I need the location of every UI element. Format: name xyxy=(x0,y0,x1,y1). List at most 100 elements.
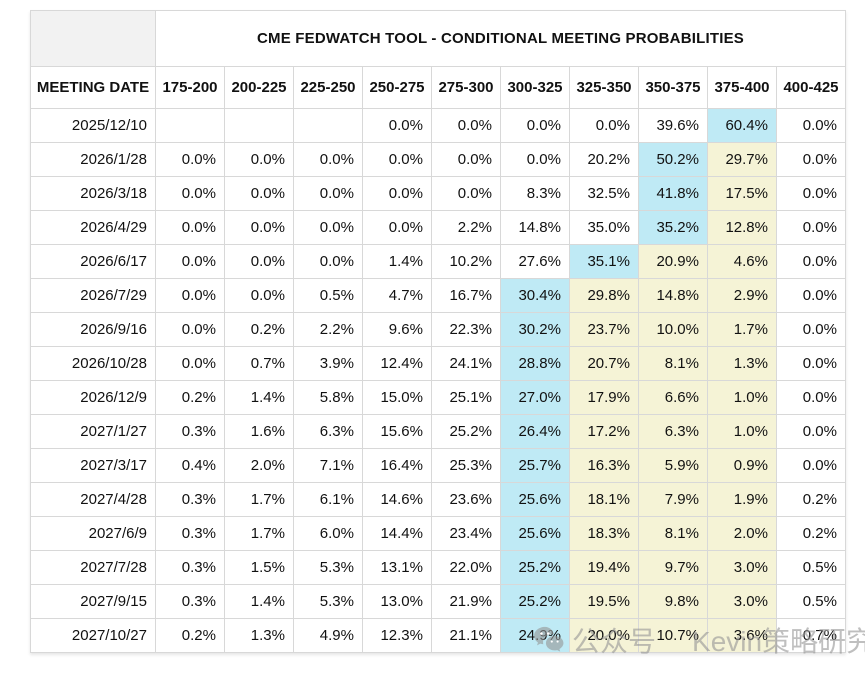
probability-cell: 13.1% xyxy=(362,550,432,585)
probability-cell: 10.7% xyxy=(638,618,708,653)
probability-cell: 9.6% xyxy=(362,312,432,347)
probability-cell: 0.0% xyxy=(776,108,846,143)
probability-cell: 7.1% xyxy=(293,448,363,483)
probability-cell: 0.0% xyxy=(776,176,846,211)
probability-cell: 0.0% xyxy=(155,244,225,279)
probability-cell: 1.0% xyxy=(707,380,777,415)
probability-cell: 0.0% xyxy=(224,210,294,245)
probability-cell: 0.2% xyxy=(155,618,225,653)
probability-cell: 12.3% xyxy=(362,618,432,653)
probability-cell: 28.8% xyxy=(500,346,570,381)
probability-cell: 3.0% xyxy=(707,550,777,585)
probability-cell: 0.5% xyxy=(776,550,846,585)
probability-cell: 0.0% xyxy=(155,312,225,347)
rate-range-header: 200-225 xyxy=(224,66,294,109)
probability-cell: 0.0% xyxy=(362,108,432,143)
probability-cell: 9.8% xyxy=(638,584,708,619)
rate-range-header: 225-250 xyxy=(293,66,363,109)
meeting-date-cell: 2027/1/27 xyxy=(30,414,156,449)
probability-cell: 0.3% xyxy=(155,482,225,517)
probability-cell: 20.0% xyxy=(569,618,639,653)
probability-cell: 0.3% xyxy=(155,414,225,449)
probability-cell: 0.0% xyxy=(776,346,846,381)
probability-cell: 0.7% xyxy=(776,618,846,653)
probability-cell: 14.4% xyxy=(362,516,432,551)
table-row: 2027/4/28 0.3% 1.7% 6.1% 14.6% 23.6% 25.6% 18.1… xyxy=(30,482,846,517)
corner-cell xyxy=(30,10,156,67)
probability-cell: 4.7% xyxy=(362,278,432,313)
probability-cell: 2.9% xyxy=(707,278,777,313)
probability-cell: 6.1% xyxy=(293,482,363,517)
table-row: 2027/9/15 0.3% 1.4% 5.3% 13.0% 21.9% 25.2% 19.5… xyxy=(30,584,846,619)
probability-cell: 25.2% xyxy=(500,550,570,585)
probability-cell: 1.3% xyxy=(224,618,294,653)
probability-cell: 29.7% xyxy=(707,142,777,177)
table-row: 2027/6/9 0.3% 1.7% 6.0% 14.4% 23.4% 25.6% 18.3%… xyxy=(30,516,846,551)
probability-cell: 0.0% xyxy=(224,142,294,177)
probability-cell: 25.7% xyxy=(500,448,570,483)
probability-cell: 5.9% xyxy=(638,448,708,483)
probability-cell: 17.2% xyxy=(569,414,639,449)
meeting-date-cell: 2027/3/17 xyxy=(30,448,156,483)
probability-cell: 0.3% xyxy=(155,584,225,619)
probability-cell: 3.9% xyxy=(293,346,363,381)
probability-cell: 26.4% xyxy=(500,414,570,449)
rate-range-header: 175-200 xyxy=(155,66,225,109)
probability-cell: 0.0% xyxy=(776,312,846,347)
probability-cell: 6.6% xyxy=(638,380,708,415)
table-row: 2026/12/9 0.2% 1.4% 5.8% 15.0% 25.1% 27.0% 17.9… xyxy=(30,380,846,415)
probability-cell: 19.5% xyxy=(569,584,639,619)
fedwatch-probability-table: CME FEDWATCH TOOL - CONDITIONAL MEETING … xyxy=(30,10,846,653)
probability-cell: 30.2% xyxy=(500,312,570,347)
probability-cell: 0.2% xyxy=(776,482,846,517)
probability-cell: 10.0% xyxy=(638,312,708,347)
probability-cell: 0.0% xyxy=(776,414,846,449)
probability-cell: 16.4% xyxy=(362,448,432,483)
probability-cell: 8.1% xyxy=(638,346,708,381)
probability-cell: 0.0% xyxy=(293,244,363,279)
probability-cell: 1.5% xyxy=(224,550,294,585)
table-row: 2027/1/27 0.3% 1.6% 6.3% 15.6% 25.2% 26.4% 17.2… xyxy=(30,414,846,449)
probability-cell: 16.7% xyxy=(431,278,501,313)
probability-cell: 50.2% xyxy=(638,142,708,177)
probability-cell: 0.7% xyxy=(224,346,294,381)
probability-cell: 35.1% xyxy=(569,244,639,279)
probability-cell: 9.7% xyxy=(638,550,708,585)
probability-cell: 2.2% xyxy=(431,210,501,245)
probability-cell: 0.9% xyxy=(707,448,777,483)
rate-range-header: 250-275 xyxy=(362,66,432,109)
probability-cell: 23.7% xyxy=(569,312,639,347)
table-body: 2025/12/10 0.0% 0.0% 0.0% 0.0% 39.6% 60.4% 0.0%… xyxy=(30,108,846,653)
probability-cell: 0.3% xyxy=(155,516,225,551)
probability-cell: 14.8% xyxy=(638,278,708,313)
probability-cell: 20.2% xyxy=(569,142,639,177)
table-title: CME FEDWATCH TOOL - CONDITIONAL MEETING … xyxy=(155,10,846,67)
probability-cell: 10.2% xyxy=(431,244,501,279)
probability-cell: 0.0% xyxy=(155,142,225,177)
probability-cell: 15.0% xyxy=(362,380,432,415)
probability-cell: 20.7% xyxy=(569,346,639,381)
probability-cell: 0.0% xyxy=(224,176,294,211)
probability-cell: 1.7% xyxy=(707,312,777,347)
probability-cell: 0.2% xyxy=(155,380,225,415)
meeting-date-cell: 2026/7/29 xyxy=(30,278,156,313)
probability-cell: 15.6% xyxy=(362,414,432,449)
meeting-date-cell: 2026/9/16 xyxy=(30,312,156,347)
probability-cell: 2.0% xyxy=(707,516,777,551)
probability-cell: 0.0% xyxy=(293,176,363,211)
probability-cell: 0.0% xyxy=(500,142,570,177)
probability-cell: 1.3% xyxy=(707,346,777,381)
probability-cell: 21.1% xyxy=(431,618,501,653)
probability-cell: 4.6% xyxy=(707,244,777,279)
probability-cell: 1.4% xyxy=(224,380,294,415)
probability-cell: 0.4% xyxy=(155,448,225,483)
probability-cell: 0.0% xyxy=(362,210,432,245)
column-header-row: MEETING DATE 175-200 200-225 225-250 250-275… xyxy=(30,66,846,109)
meeting-date-cell: 2026/12/9 xyxy=(30,380,156,415)
probability-cell: 14.6% xyxy=(362,482,432,517)
probability-cell: 1.6% xyxy=(224,414,294,449)
probability-cell: 25.2% xyxy=(500,584,570,619)
meeting-date-cell: 2026/3/18 xyxy=(30,176,156,211)
probability-cell: 6.0% xyxy=(293,516,363,551)
probability-cell: 8.3% xyxy=(500,176,570,211)
